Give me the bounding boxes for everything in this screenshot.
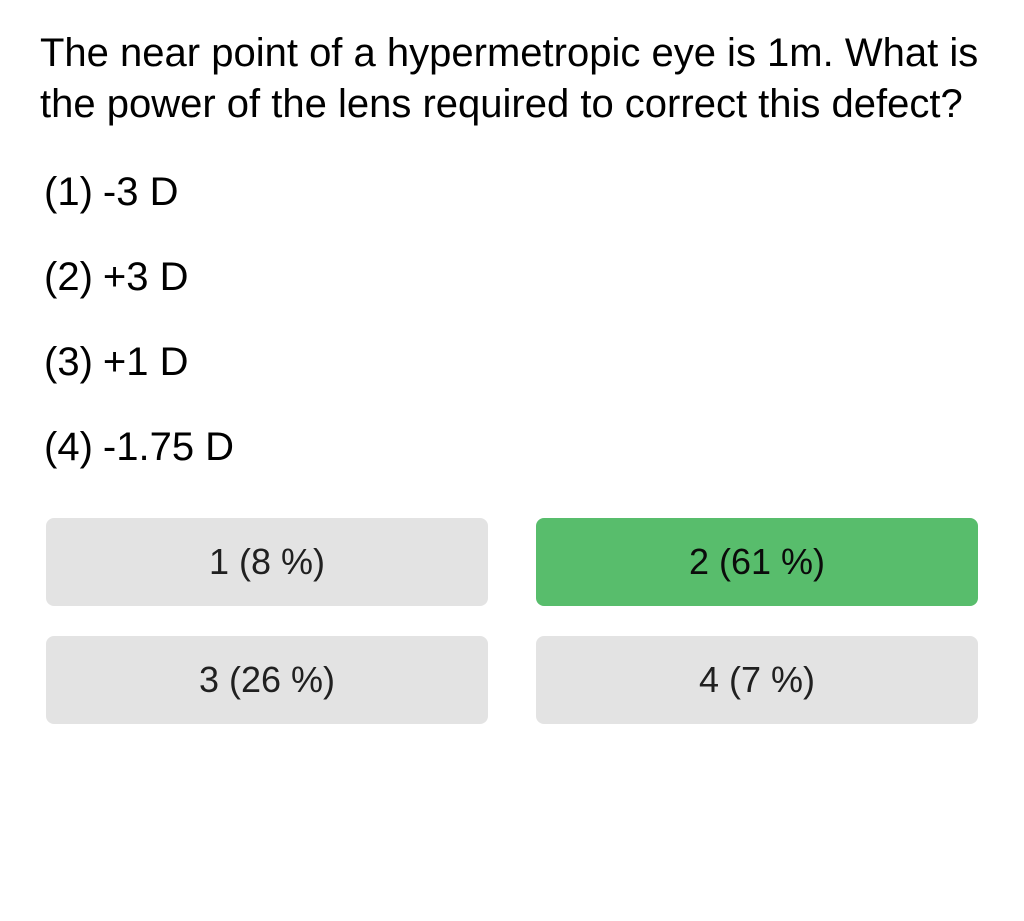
- result-button-2[interactable]: 2 (61 %): [536, 518, 978, 606]
- result-button-4[interactable]: 4 (7 %): [536, 636, 978, 724]
- option-4[interactable]: (4) -1.75 D: [44, 425, 984, 470]
- question-text: The near point of a hypermetropic eye is…: [40, 28, 984, 130]
- option-num: (4): [44, 425, 93, 470]
- option-2[interactable]: (2) +3 D: [44, 255, 984, 300]
- result-button-1[interactable]: 1 (8 %): [46, 518, 488, 606]
- quiz-page: The near point of a hypermetropic eye is…: [0, 0, 1024, 724]
- option-label: +3 D: [103, 255, 189, 300]
- option-label: -3 D: [103, 170, 179, 215]
- option-num: (2): [44, 255, 93, 300]
- options-list: (1) -3 D (2) +3 D (3) +1 D (4) -1.75 D: [44, 170, 984, 470]
- result-label: 2 (61 %): [689, 541, 825, 583]
- option-3[interactable]: (3) +1 D: [44, 340, 984, 385]
- result-label: 1 (8 %): [209, 541, 325, 583]
- option-1[interactable]: (1) -3 D: [44, 170, 984, 215]
- result-label: 3 (26 %): [199, 659, 335, 701]
- result-label: 4 (7 %): [699, 659, 815, 701]
- results-grid: 1 (8 %) 2 (61 %) 3 (26 %) 4 (7 %): [40, 518, 984, 724]
- option-num: (1): [44, 170, 93, 215]
- option-num: (3): [44, 340, 93, 385]
- option-label: -1.75 D: [103, 425, 234, 470]
- option-label: +1 D: [103, 340, 189, 385]
- result-button-3[interactable]: 3 (26 %): [46, 636, 488, 724]
